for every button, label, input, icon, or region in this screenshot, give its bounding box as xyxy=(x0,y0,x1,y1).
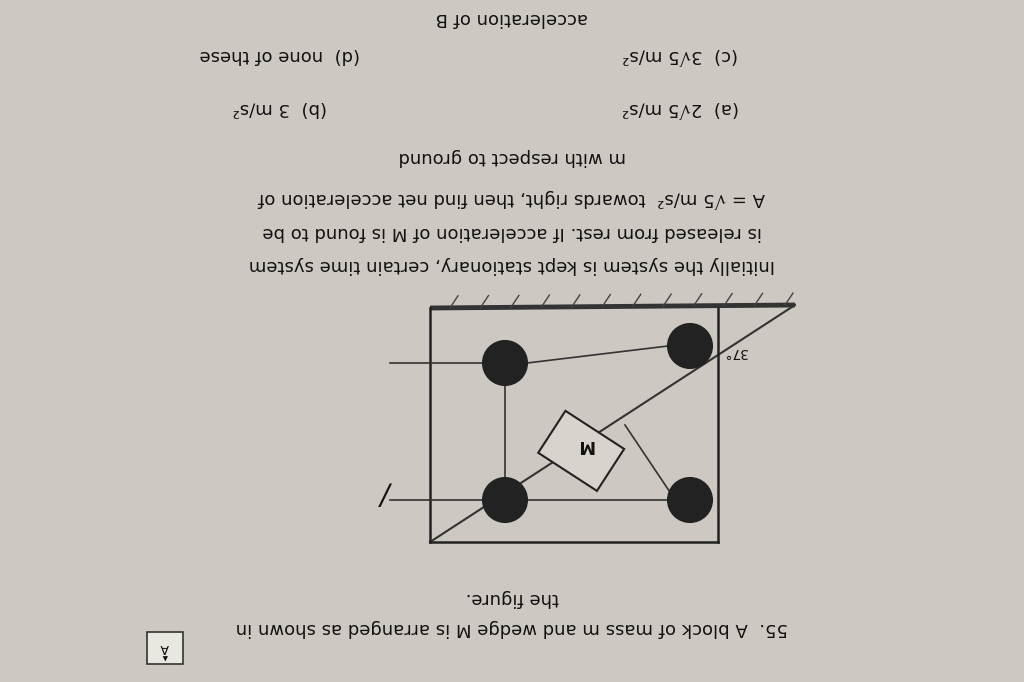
Text: is released from rest. If acceleration of M is found to be: is released from rest. If acceleration o… xyxy=(262,223,762,241)
Text: acceleration of B: acceleration of B xyxy=(436,9,588,27)
Text: /: / xyxy=(385,478,394,506)
Circle shape xyxy=(682,338,698,354)
Circle shape xyxy=(682,492,698,508)
Text: M: M xyxy=(577,436,593,454)
Text: the figure.: the figure. xyxy=(465,589,559,607)
Text: m with respect to ground: m with respect to ground xyxy=(398,148,626,166)
Text: 55.  A block of mass m and wedge M is arranged as shown in: 55. A block of mass m and wedge M is arr… xyxy=(236,619,788,637)
Circle shape xyxy=(668,324,712,368)
Circle shape xyxy=(483,341,527,385)
Polygon shape xyxy=(539,411,625,491)
Text: (d)  none of these: (d) none of these xyxy=(200,46,360,64)
Text: ▲: ▲ xyxy=(163,654,168,660)
Text: 37°: 37° xyxy=(723,345,748,359)
Circle shape xyxy=(497,492,513,508)
FancyBboxPatch shape xyxy=(147,632,183,664)
Text: A: A xyxy=(161,642,169,655)
Text: (b)  3 m/s²: (b) 3 m/s² xyxy=(232,99,328,117)
Text: (a)  2√5 m/s²: (a) 2√5 m/s² xyxy=(622,99,738,117)
Circle shape xyxy=(483,478,527,522)
Text: (c)  3√5 m/s²: (c) 3√5 m/s² xyxy=(622,46,738,64)
Circle shape xyxy=(668,478,712,522)
Text: A = √5 m/s²  towards right, then find net acceleration of: A = √5 m/s² towards right, then find net… xyxy=(259,189,765,207)
Text: Initially the system is kept stationary, certain time system: Initially the system is kept stationary,… xyxy=(249,256,775,274)
Circle shape xyxy=(497,355,513,371)
